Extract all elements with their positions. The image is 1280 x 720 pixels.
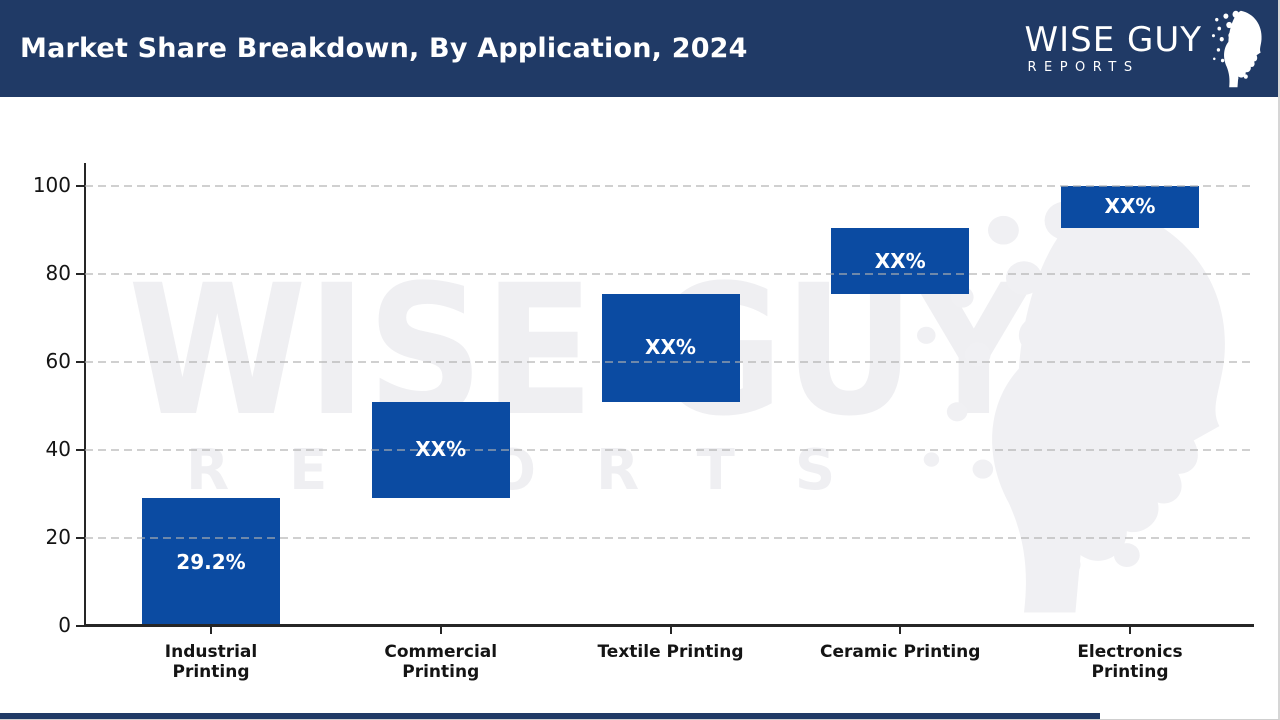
y-tick-label: 20	[45, 525, 71, 549]
x-axis-line	[84, 624, 1254, 627]
bar-electronics-printing	[1061, 186, 1199, 228]
bar-value-label: XX%	[645, 334, 696, 359]
gridline	[85, 537, 1254, 539]
x-category-label-ceramic-printing: Ceramic Printing	[820, 642, 981, 662]
y-axis-line	[84, 163, 86, 627]
logo-subtext: REPORTS	[1027, 59, 1140, 75]
gridline	[85, 185, 1254, 187]
y-tick-label: 40	[45, 437, 71, 461]
y-tick-label: 0	[58, 613, 71, 637]
wise-guy-logo: WISE GUY REPORTS	[1024, 9, 1264, 89]
plot-area: 0 20 40 60 80 100 29.2% Industrial Printing XX% C…	[0, 97, 1278, 710]
chart-area: WISE GUY REPORTS 0 20 40 60 80 100 29.2% Indust…	[0, 97, 1278, 710]
x-tick	[899, 627, 902, 634]
gridline	[85, 449, 1254, 451]
gridline	[85, 361, 1254, 363]
y-tick	[76, 361, 85, 363]
x-tick	[439, 627, 442, 634]
x-tick	[210, 627, 212, 634]
bar-ceramic-printing	[831, 227, 970, 294]
logo-text: WISE GUY REPORTS	[1024, 23, 1202, 75]
bar-value-label: XX%	[415, 436, 467, 461]
y-tick	[76, 449, 85, 451]
logo-head-icon	[1206, 9, 1264, 89]
logo-wordmark: WISE GUY	[1024, 19, 1202, 60]
x-tick	[669, 627, 672, 634]
x-category-label-commercial-printing: Commercial Printing	[384, 642, 498, 683]
x-tick	[1129, 627, 1131, 634]
y-tick	[76, 185, 85, 187]
watermark-subtext: REPORTS	[186, 438, 896, 503]
x-category-label-industrial-printing: Industrial Printing	[164, 642, 258, 683]
x-category-label-electronics-printing: Electronics Printing	[1077, 642, 1183, 683]
bar-value-label: XX%	[1104, 194, 1156, 218]
y-tick-label: 60	[45, 349, 71, 373]
footer-bar	[0, 713, 1100, 719]
x-category-label-textile-printing: Textile Printing	[597, 642, 744, 662]
y-tick	[76, 537, 85, 539]
bar-industrial-printing	[142, 497, 280, 626]
bar-value-label: 29.2%	[176, 549, 246, 574]
y-tick-label: 100	[32, 173, 71, 197]
y-tick-label: 80	[45, 261, 71, 285]
y-tick	[76, 273, 85, 275]
gridline	[85, 273, 1254, 275]
chart-title: Market Share Breakdown, By Application, …	[20, 33, 748, 64]
y-tick	[76, 625, 85, 627]
bar-value-label: XX%	[874, 248, 926, 273]
header: Market Share Breakdown, By Application, …	[0, 0, 1278, 97]
bar-textile-printing	[601, 293, 740, 402]
